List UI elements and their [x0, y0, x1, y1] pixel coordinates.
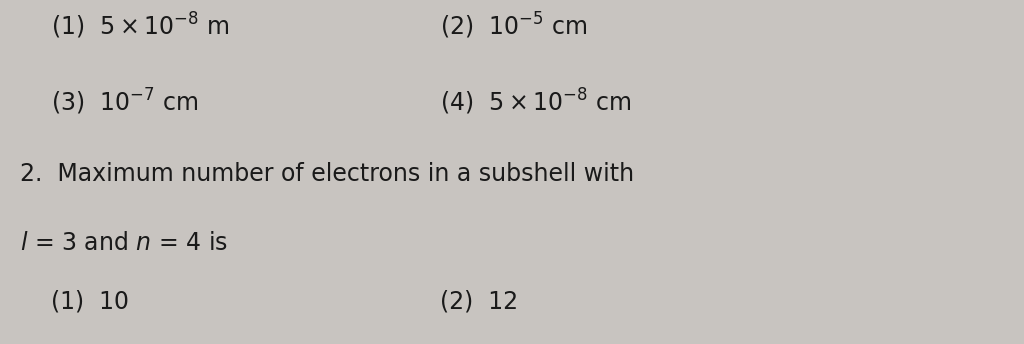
Text: (1)  $5 \times 10^{-8}$ m: (1) $5 \times 10^{-8}$ m — [51, 11, 229, 41]
Text: $l$ = 3 and $n$ = 4 is: $l$ = 3 and $n$ = 4 is — [20, 230, 228, 255]
Text: (4)  $5 \times 10^{-8}$ cm: (4) $5 \times 10^{-8}$ cm — [440, 87, 632, 117]
Text: 2.  Maximum number of electrons in a subshell with: 2. Maximum number of electrons in a subs… — [20, 162, 635, 186]
Text: (2)  12: (2) 12 — [440, 289, 518, 313]
Text: (3)  $10^{-7}$ cm: (3) $10^{-7}$ cm — [51, 87, 199, 117]
Text: (1)  10: (1) 10 — [51, 289, 129, 313]
Text: (2)  $10^{-5}$ cm: (2) $10^{-5}$ cm — [440, 11, 588, 41]
